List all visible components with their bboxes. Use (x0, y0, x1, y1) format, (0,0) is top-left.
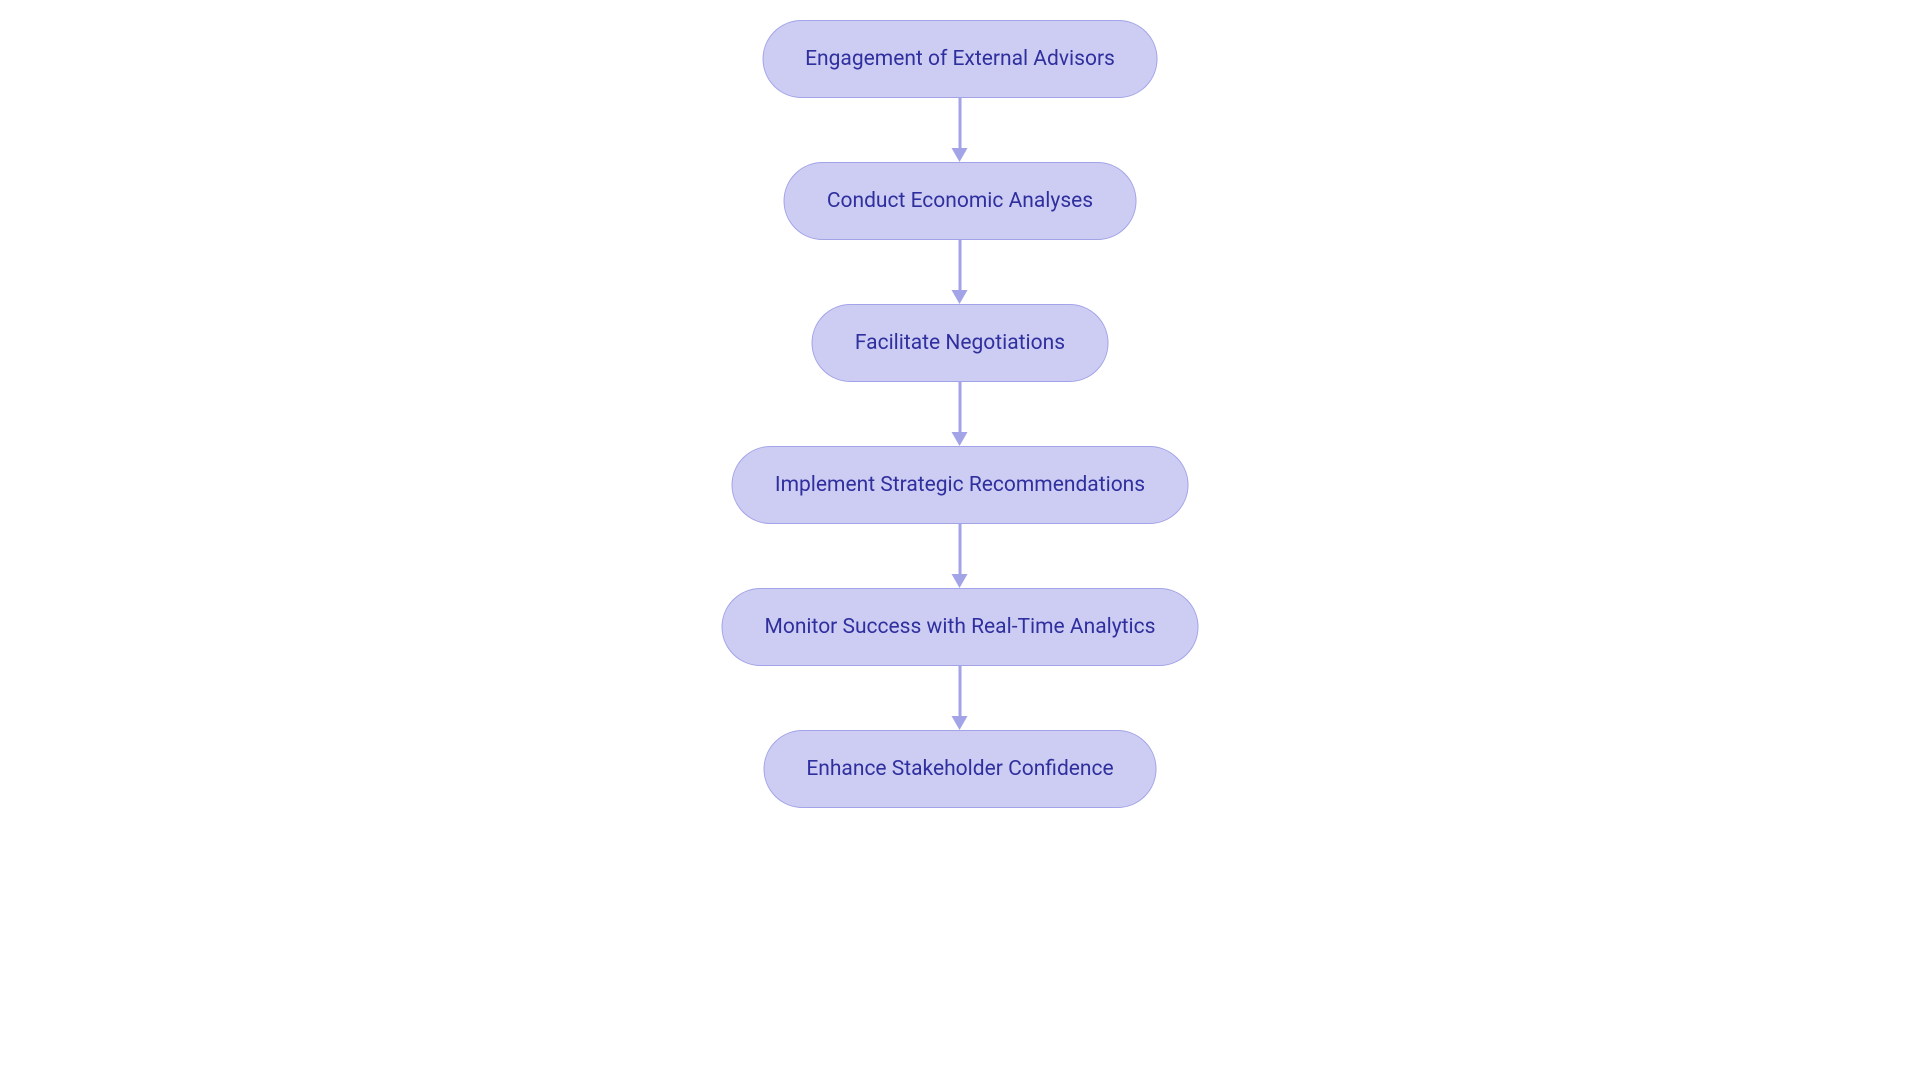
arrow-line (959, 524, 962, 574)
arrow-line (959, 666, 962, 716)
flowchart-arrow (952, 98, 968, 162)
arrow-head-icon (952, 574, 968, 588)
flowchart-arrow (952, 524, 968, 588)
flowchart-node: Conduct Economic Analyses (784, 162, 1136, 240)
flowchart-arrow (952, 382, 968, 446)
flowchart-arrow (952, 666, 968, 730)
flowchart-node: Implement Strategic Recommendations (732, 446, 1188, 524)
flowchart-container: Engagement of External Advisors Conduct … (722, 20, 1199, 808)
flowchart-node: Facilitate Negotiations (812, 304, 1108, 382)
flowchart-node: Engagement of External Advisors (762, 20, 1158, 98)
flowchart-node: Enhance Stakeholder Confidence (763, 730, 1156, 808)
arrow-line (959, 382, 962, 432)
flowchart-node: Monitor Success with Real-Time Analytics (722, 588, 1199, 666)
arrow-head-icon (952, 716, 968, 730)
arrow-line (959, 240, 962, 290)
arrow-head-icon (952, 148, 968, 162)
arrow-head-icon (952, 432, 968, 446)
arrow-head-icon (952, 290, 968, 304)
flowchart-arrow (952, 240, 968, 304)
arrow-line (959, 98, 962, 148)
